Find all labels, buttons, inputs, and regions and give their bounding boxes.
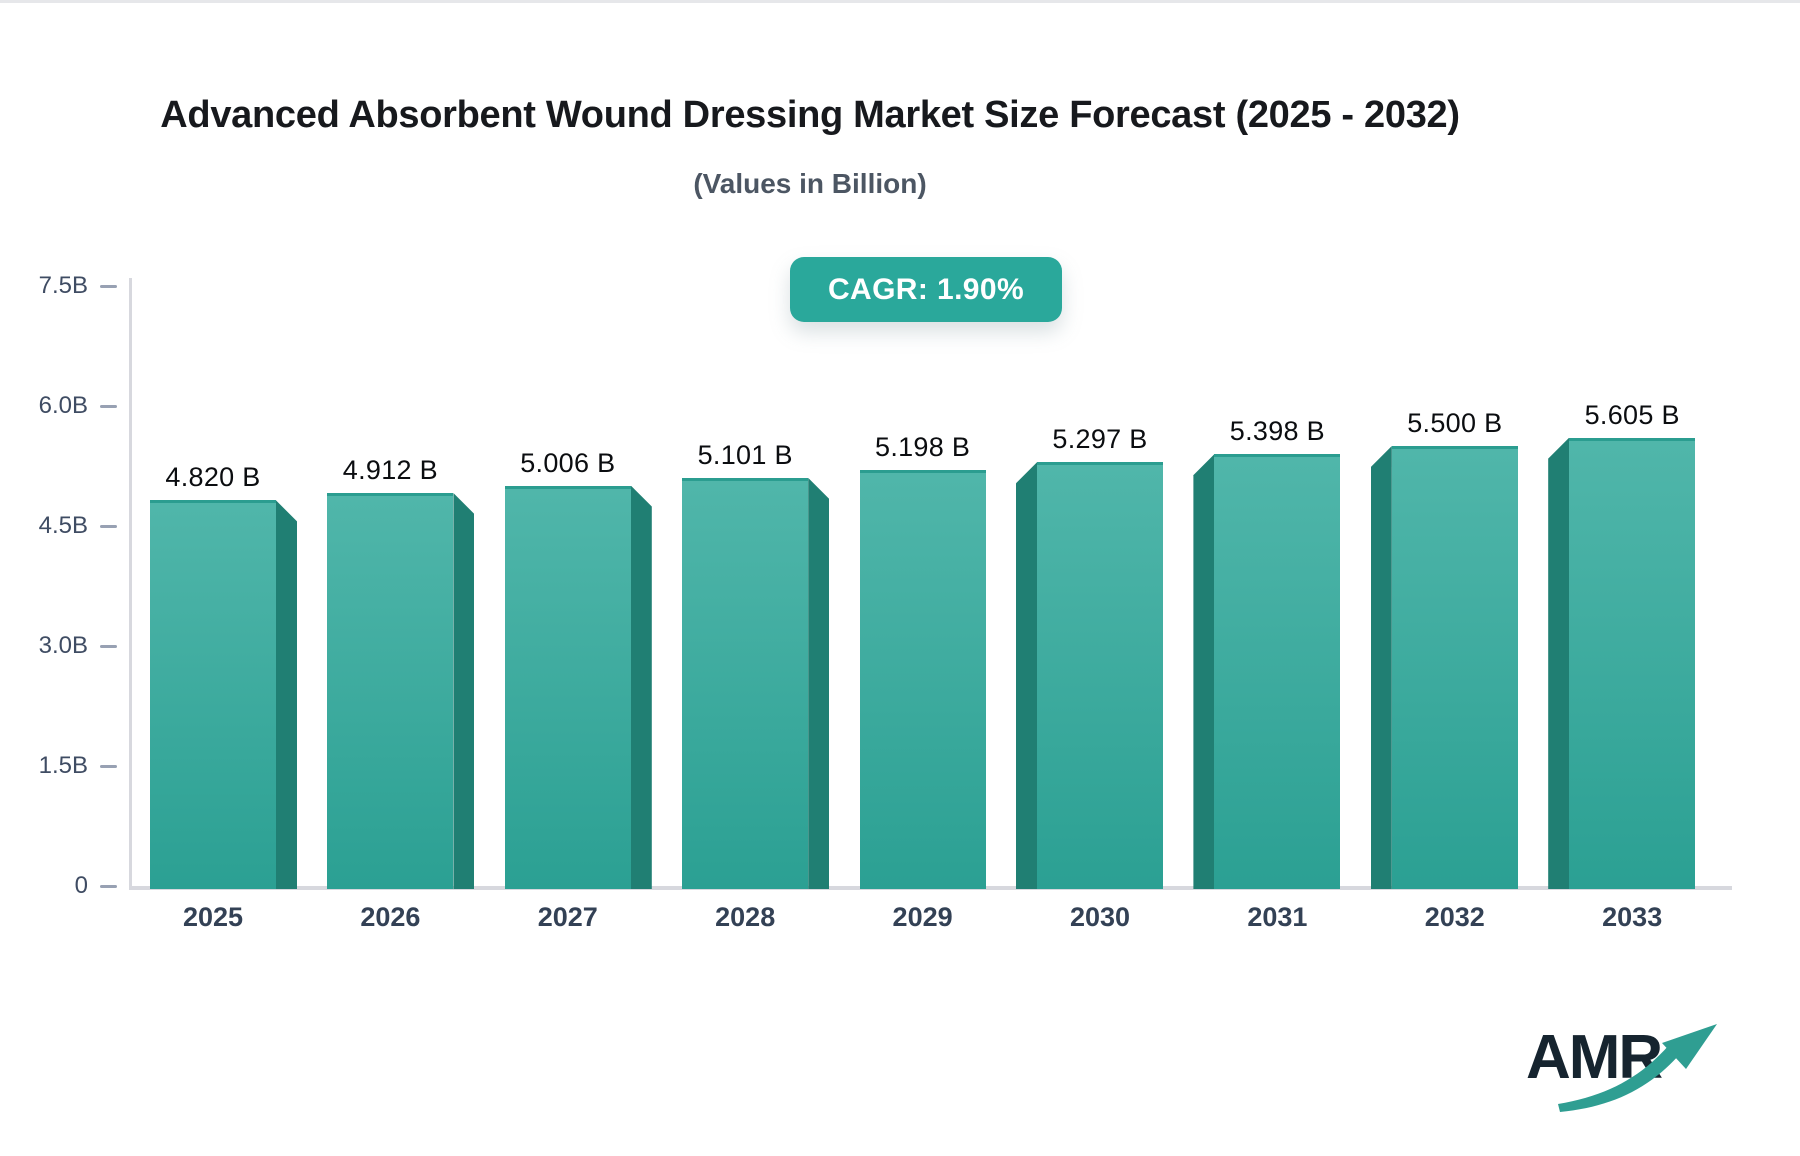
cagr-badge: CAGR: 1.90%	[790, 257, 1062, 322]
bar-side-2032	[1370, 446, 1392, 889]
y-axis-label: 4.5B	[38, 512, 88, 539]
bar-2028[interactable]	[682, 477, 809, 889]
bar-value-label: 5.101 B	[697, 439, 793, 470]
bar-side-2031	[1193, 454, 1215, 889]
bar-side-2030	[1016, 462, 1037, 889]
x-axis-label-2032: 2032	[1424, 902, 1485, 932]
bar-2029[interactable]	[859, 470, 986, 889]
x-axis-label-2027: 2027	[537, 902, 598, 932]
bar-2025[interactable]	[150, 500, 276, 889]
bar-2031[interactable]	[1214, 454, 1341, 889]
x-axis-label-2028: 2028	[715, 902, 776, 932]
x-axis-label-2029: 2029	[892, 902, 953, 932]
y-axis-label: 3.0B	[38, 632, 88, 659]
bar-value-label: 4.912 B	[342, 455, 438, 486]
x-axis-label-2031: 2031	[1247, 902, 1308, 932]
bar-value-label: 5.198 B	[875, 432, 971, 463]
bar-2026[interactable]	[327, 493, 454, 889]
bar-side-2026	[453, 493, 475, 889]
y-axis-line	[129, 278, 132, 889]
bar-value-label: 5.006 B	[520, 447, 616, 478]
amr-logo[interactable]: AMR	[1510, 1012, 1750, 1124]
bar-side-2027	[630, 485, 652, 889]
y-axis-tick	[100, 524, 117, 528]
bar-value-label: 5.297 B	[1052, 424, 1148, 455]
bar-2032[interactable]	[1391, 446, 1518, 889]
bar-value-label: 4.820 B	[165, 462, 261, 493]
top-divider	[0, 0, 1800, 3]
chart-subtitle: (Values in Billion)	[693, 168, 927, 199]
bar-2030[interactable]	[1037, 462, 1163, 889]
bar-2033[interactable]	[1569, 437, 1696, 889]
x-axis-label-2025: 2025	[182, 902, 244, 932]
y-axis-label: 1.5B	[38, 752, 88, 779]
x-axis-label-2033: 2033	[1602, 902, 1663, 932]
x-axis-label-2026: 2026	[360, 902, 421, 932]
y-axis-tick	[100, 404, 117, 408]
y-axis-tick	[100, 764, 117, 768]
y-axis-tick	[100, 644, 117, 648]
bar-value-label: 5.398 B	[1229, 416, 1325, 447]
amr-logo-text: AMR	[1526, 1023, 1663, 1092]
y-axis-tick	[100, 884, 117, 888]
bar-2027[interactable]	[504, 485, 631, 889]
bar-value-label: 5.500 B	[1407, 408, 1503, 438]
y-axis-tick	[100, 284, 117, 288]
y-axis-label: 6.0B	[38, 392, 88, 419]
y-axis-label: 0	[74, 872, 88, 899]
x-axis-label-2030: 2030	[1069, 902, 1131, 932]
bar-side-2025	[276, 500, 297, 889]
bar-side-2028	[808, 477, 830, 889]
chart-title: Advanced Absorbent Wound Dressing Market…	[160, 94, 1460, 136]
y-axis-label: 7.5B	[38, 272, 88, 299]
bar-side-2033	[1548, 437, 1570, 889]
bar-value-label: 5.605 B	[1584, 399, 1680, 430]
